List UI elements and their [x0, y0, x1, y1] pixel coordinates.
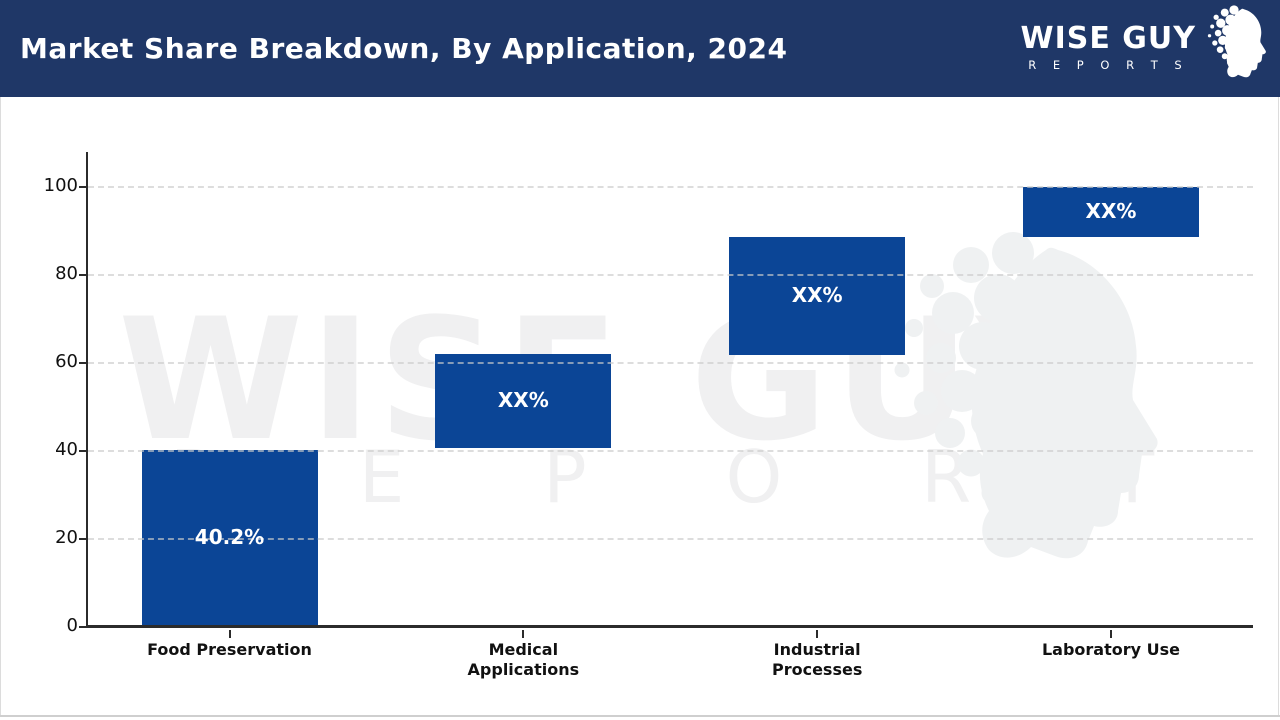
x-axis-tick	[228, 630, 231, 638]
waterfall-bar	[435, 354, 612, 449]
y-gridline	[88, 273, 1253, 276]
y-axis-tick-label: 20	[55, 526, 78, 548]
page-border-right	[1278, 97, 1279, 717]
watermark-head-graphic	[872, 225, 1172, 617]
waterfall-bar	[729, 236, 906, 355]
logo-subtext: R E P O R T S	[1028, 58, 1189, 72]
x-axis-category-label: Medical Applications	[467, 640, 580, 679]
y-axis-tick-label: 100	[43, 174, 78, 196]
bar-value-label: XX%	[791, 282, 843, 307]
page-border-left	[0, 97, 1, 717]
y-gridline	[88, 185, 1253, 188]
dotted-head-profile-icon	[1200, 4, 1272, 90]
x-axis-tick	[816, 630, 819, 638]
logo-wordmark: WISE GUY	[1020, 21, 1196, 56]
y-axis-line	[86, 152, 88, 627]
x-axis-tick	[522, 630, 525, 638]
y-axis-tick	[79, 449, 87, 452]
y-axis-tick	[79, 185, 87, 188]
brand-logo: WISE GUY R E P O R T S	[1020, 4, 1272, 90]
x-axis-category-label: Laboratory Use	[1041, 640, 1180, 659]
x-axis-category-label: Industrial Processes	[771, 640, 863, 679]
bar-value-label: 40.2%	[194, 525, 265, 550]
page-border-bottom	[0, 715, 1280, 717]
y-axis-tick-label: 40	[55, 438, 78, 460]
y-gridline	[88, 537, 1253, 540]
header: Market Share Breakdown, By Application, …	[0, 0, 1280, 97]
page-title: Market Share Breakdown, By Application, …	[20, 32, 788, 65]
y-axis-tick	[79, 273, 87, 276]
x-axis-line	[86, 625, 1253, 628]
y-axis-tick-label: 80	[55, 262, 78, 284]
bar-value-label: XX%	[1085, 198, 1137, 223]
x-axis-tick	[1109, 630, 1112, 638]
y-axis-tick-label: 0	[66, 615, 78, 636]
logo-wordmark-block: WISE GUY R E P O R T S	[1020, 21, 1196, 73]
chart-area: WISE GUY R E P O R T S 0 20 40 60 80 100 40.2%…	[0, 97, 1280, 720]
x-axis-category-label: Food Preservation	[147, 640, 312, 659]
y-gridline	[88, 449, 1253, 452]
y-axis-tick	[79, 626, 87, 628]
y-axis-tick-label: 60	[55, 350, 78, 372]
y-axis-tick	[79, 361, 87, 364]
bar-value-label: XX%	[497, 388, 549, 413]
y-axis-tick	[79, 537, 87, 540]
waterfall-bar	[1022, 186, 1199, 237]
y-gridline	[88, 361, 1253, 364]
